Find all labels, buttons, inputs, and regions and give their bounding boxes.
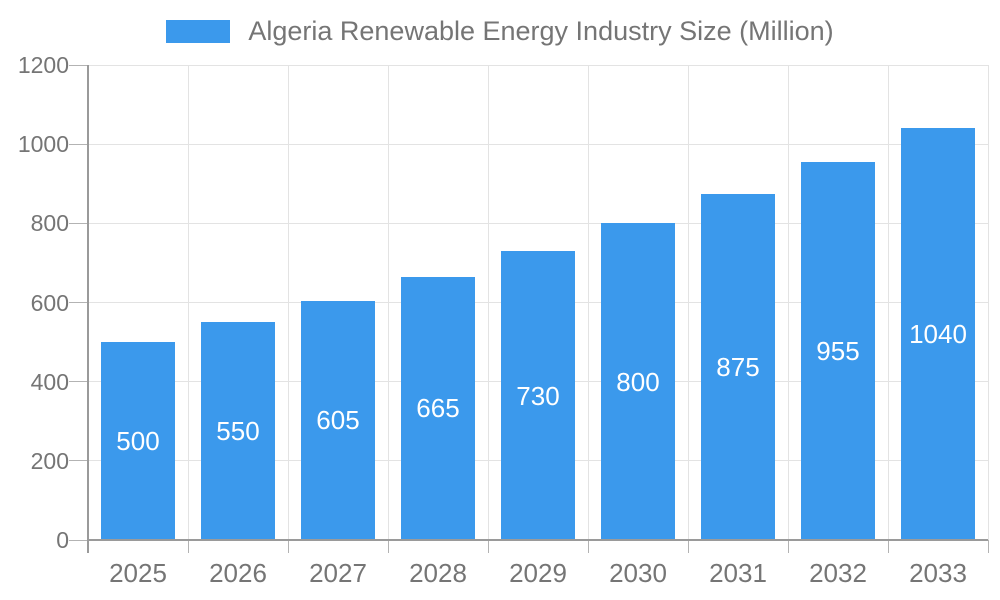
legend-item[interactable]: Algeria Renewable Energy Industry Size (…	[0, 15, 1000, 47]
bar-value-label: 1040	[909, 319, 967, 350]
x-tick-label: 2029	[509, 558, 567, 588]
y-tick-label: 200	[30, 447, 69, 474]
plot-area: 500 550 605 665 730 800 875 955 1040	[69, 64, 989, 553]
bar: 730	[501, 251, 575, 540]
x-axis-tick	[887, 540, 889, 553]
y-axis-tick	[69, 143, 88, 145]
y-axis-tick	[69, 460, 88, 462]
x-tick-label: 2032	[809, 558, 867, 588]
bar-value-label: 800	[616, 366, 660, 397]
bar: 955	[801, 161, 875, 540]
bar-value-label: 550	[216, 416, 260, 447]
v-gridline	[287, 65, 289, 540]
y-tick-label: 600	[30, 289, 69, 316]
bar: 1040	[901, 128, 975, 540]
y-axis-tick	[69, 64, 88, 66]
x-axis-tick	[487, 540, 489, 553]
x-axis-line	[88, 539, 988, 541]
v-gridline	[187, 65, 189, 540]
bar-value-label: 605	[316, 405, 360, 436]
h-gridline	[88, 143, 988, 145]
y-tick-label: 0	[56, 527, 69, 553]
bar-value-label: 665	[416, 393, 460, 424]
x-tick-label: 2033	[909, 558, 967, 588]
y-axis-tick	[69, 539, 88, 541]
v-gridline	[587, 65, 589, 540]
x-axis-tick	[287, 540, 289, 553]
h-gridline	[88, 64, 988, 66]
legend-swatch	[166, 19, 231, 43]
y-tick-label: 800	[30, 210, 69, 237]
v-gridline	[487, 65, 489, 540]
y-axis-line	[87, 65, 89, 553]
y-axis-tick	[69, 381, 88, 383]
x-tick-label: 2030	[609, 558, 667, 588]
h-gridline	[88, 222, 988, 224]
bar: 605	[301, 300, 375, 540]
bar-value-label: 730	[516, 380, 560, 411]
bar: 875	[701, 193, 775, 540]
x-tick-label: 2026	[209, 558, 267, 588]
y-axis-tick	[69, 222, 88, 224]
bar: 500	[101, 342, 175, 540]
v-gridline	[787, 65, 789, 540]
x-axis-tick	[187, 540, 189, 553]
x-tick-label: 2025	[109, 558, 167, 588]
bar: 800	[601, 223, 675, 540]
v-gridline	[987, 65, 989, 540]
x-tick-label: 2031	[709, 558, 767, 588]
x-axis-tick	[987, 540, 989, 553]
v-gridline	[387, 65, 389, 540]
v-gridline	[887, 65, 889, 540]
x-axis-tick	[387, 540, 389, 553]
bar-value-label: 875	[716, 351, 760, 382]
bar: 550	[201, 322, 275, 540]
x-axis-tick	[587, 540, 589, 553]
y-tick-label: 1200	[17, 52, 69, 78]
x-tick-label: 2027	[309, 558, 367, 588]
y-tick-label: 1000	[17, 131, 69, 158]
y-tick-label: 400	[30, 368, 69, 395]
x-tick-label: 2028	[409, 558, 467, 588]
bar-value-label: 955	[816, 335, 860, 366]
x-axis-tick	[687, 540, 689, 553]
v-gridline	[687, 65, 689, 540]
y-axis-tick	[69, 302, 88, 303]
x-axis-tick	[787, 540, 789, 553]
bar: 665	[401, 276, 475, 540]
bar-value-label: 500	[116, 426, 160, 457]
legend-label: Algeria Renewable Energy Industry Size (…	[248, 16, 834, 46]
